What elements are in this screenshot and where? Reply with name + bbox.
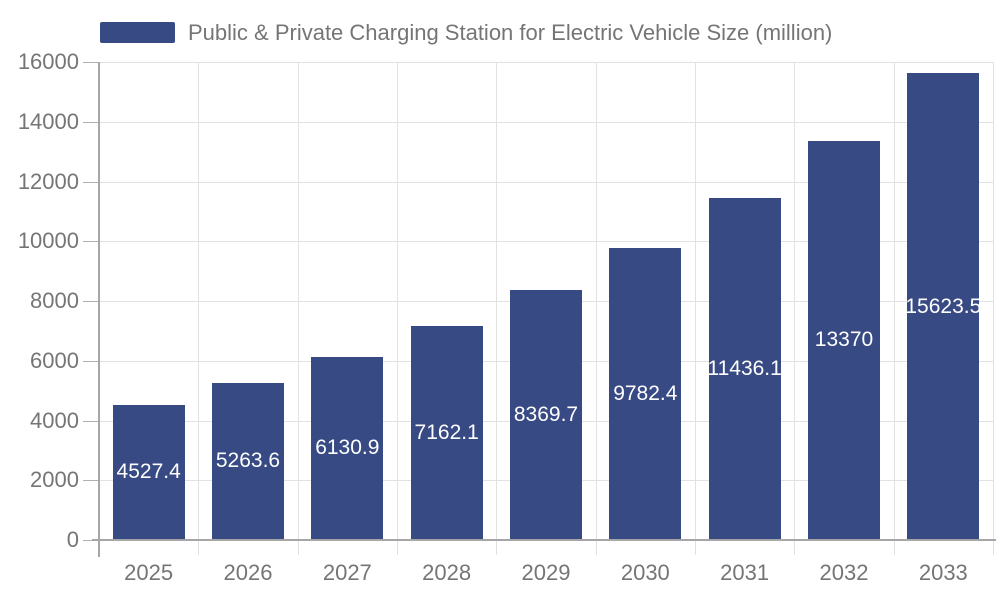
bar-value-label: 9782.4: [613, 381, 678, 405]
gridline-horizontal: [99, 241, 993, 242]
gridline-horizontal: [99, 62, 993, 63]
gridline-horizontal: [99, 122, 993, 123]
x-axis-tick: [695, 540, 696, 555]
y-axis-tick: [83, 241, 99, 242]
bar-value-label: 13370: [814, 328, 874, 352]
y-tick-label: 4000: [30, 408, 79, 433]
bar: [311, 356, 384, 540]
gridline-vertical: [397, 62, 398, 540]
x-axis-line: [92, 539, 996, 541]
bar-value-label: 7162.1: [414, 421, 479, 445]
bar: [112, 404, 185, 540]
bar-value-label: 11436.1: [707, 357, 782, 381]
gridline-vertical: [496, 62, 497, 540]
bar: [907, 73, 980, 540]
gridline-vertical: [695, 62, 696, 540]
gridline-vertical: [298, 62, 299, 540]
bar: [609, 247, 682, 540]
x-tick-label: 2027: [322, 560, 372, 585]
y-axis-tick: [83, 62, 99, 63]
gridline-vertical: [993, 62, 994, 540]
x-axis-tick: [596, 540, 597, 555]
y-axis-tick: [83, 301, 99, 302]
y-tick-label: 12000: [17, 169, 79, 194]
gridline-vertical: [894, 62, 895, 540]
bar: [708, 198, 781, 540]
x-axis-tick: [298, 540, 299, 555]
x-tick-label: 2025: [124, 560, 174, 585]
y-axis-tick: [83, 540, 99, 541]
y-tick-label: 14000: [17, 109, 79, 134]
x-tick-label: 2032: [819, 560, 869, 585]
y-tick-label: 2000: [30, 467, 79, 492]
bar-value-label: 15623.5: [905, 294, 982, 318]
y-axis-tick: [83, 480, 99, 481]
x-axis-tick: [496, 540, 497, 555]
x-tick-label: 2026: [223, 560, 273, 585]
y-tick-label: 16000: [17, 49, 79, 74]
x-axis-tick: [198, 540, 199, 555]
x-axis-tick: [397, 540, 398, 555]
x-tick-label: 2033: [918, 560, 968, 585]
bar: [410, 326, 483, 540]
bar-value-label: 4527.4: [116, 460, 181, 484]
legend-swatch: [100, 22, 175, 43]
gridline-vertical: [794, 62, 795, 540]
y-tick-label: 0: [66, 527, 79, 552]
gridline-vertical: [198, 62, 199, 540]
legend-label: Public & Private Charging Station for El…: [188, 19, 833, 45]
x-tick-label: 2030: [620, 560, 670, 585]
y-axis-tick: [83, 421, 99, 422]
y-tick-label: 10000: [17, 228, 79, 253]
x-axis-tick: [894, 540, 895, 555]
y-axis-tick: [83, 122, 99, 123]
y-tick-label: 8000: [30, 288, 79, 313]
x-axis-tick: [794, 540, 795, 555]
x-tick-label: 2029: [521, 560, 571, 585]
gridline-horizontal: [99, 182, 993, 183]
x-tick-label: 2031: [720, 560, 770, 585]
gridline-vertical: [596, 62, 597, 540]
y-axis-tick: [83, 361, 99, 362]
bar: [510, 289, 582, 540]
y-tick-label: 6000: [30, 348, 79, 373]
y-axis-line: [98, 62, 100, 557]
x-axis-tick: [993, 540, 994, 555]
x-tick-label: 2028: [422, 560, 472, 585]
y-axis-tick: [83, 182, 99, 183]
bar: [808, 140, 880, 540]
bar-value-label: 8369.7: [513, 402, 579, 426]
bar-value-label: 5263.6: [215, 449, 281, 473]
bar-value-label: 6130.9: [315, 436, 380, 460]
bar: [212, 382, 284, 540]
legend: Public & Private Charging Station for El…: [100, 18, 832, 47]
